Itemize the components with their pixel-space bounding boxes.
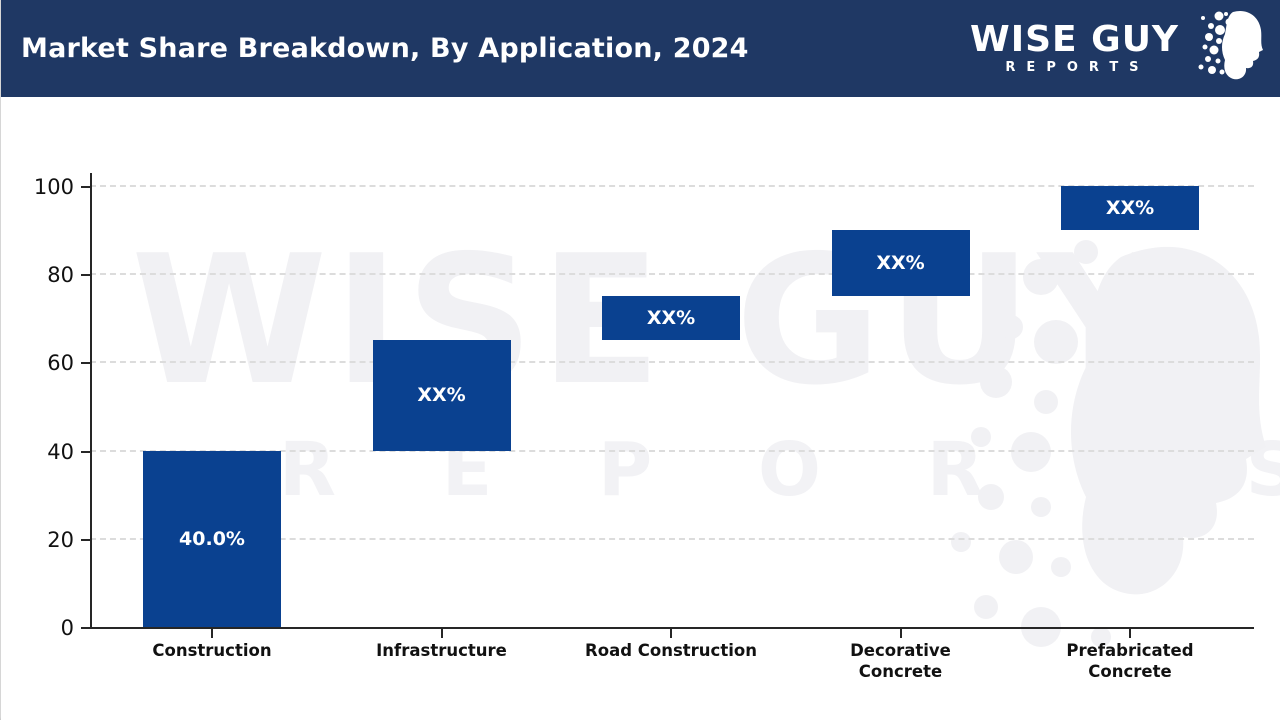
x-category-label: Infrastructure xyxy=(376,641,507,660)
bar-4 xyxy=(831,230,970,297)
bar-value-label: XX% xyxy=(417,384,466,407)
x-axis-line xyxy=(89,627,1254,629)
y-tick xyxy=(81,362,90,365)
y-tick xyxy=(81,450,90,453)
y-tick xyxy=(81,186,90,188)
x-tick xyxy=(1129,629,1131,638)
x-category-label: Decorative Concrete xyxy=(850,641,951,681)
y-tick-label: 60 xyxy=(47,351,74,376)
bar-value-label: XX% xyxy=(1105,197,1155,220)
gridline-20 xyxy=(90,537,1254,540)
gridline-40 xyxy=(90,449,1254,452)
y-tick-label: 100 xyxy=(33,175,74,199)
bar-value-label: 40.0% xyxy=(179,527,245,550)
report-header: Market Share Breakdown, By Application, … xyxy=(1,0,1280,97)
waterfall-chart: WISE GUY R E P O R T S 40.0% Construction… xyxy=(1,97,1280,720)
page-title: Market Share Breakdown, By Application, … xyxy=(21,33,749,64)
y-tick-label: 0 xyxy=(60,616,74,640)
x-tick xyxy=(899,629,902,638)
logo-wordmark: WISE GUY REPORTS xyxy=(969,19,1179,76)
logo-brand-name: WISE GUY xyxy=(969,19,1179,60)
x-category-label: Road Construction xyxy=(585,641,757,660)
y-tick-label: 20 xyxy=(47,527,74,552)
gridline-80 xyxy=(90,273,1254,276)
y-tick xyxy=(81,274,90,277)
y-tick-label: 80 xyxy=(47,263,74,288)
y-tick xyxy=(81,538,90,541)
y-axis-line xyxy=(90,173,92,629)
x-tick xyxy=(211,629,213,638)
bar-2 xyxy=(372,340,511,451)
x-category-label: Prefabricated Concrete xyxy=(1066,641,1194,681)
gridline-100 xyxy=(90,185,1254,187)
logo-brand-sub: REPORTS xyxy=(1005,60,1150,75)
bar-value-label: XX% xyxy=(876,252,925,275)
gridline-60 xyxy=(90,361,1254,364)
bar-5 xyxy=(1061,186,1199,231)
x-tick xyxy=(440,629,443,638)
x-tick xyxy=(670,629,672,638)
bar-3 xyxy=(602,296,740,341)
logo-head-icon xyxy=(1198,10,1263,79)
x-category-label: Construction xyxy=(152,641,272,660)
bar-value-label: XX% xyxy=(646,307,696,330)
y-tick xyxy=(81,627,90,629)
bar-1 xyxy=(143,450,281,627)
wise-guy-logo: WISE GUY REPORTS xyxy=(970,6,1267,92)
y-tick-label: 40 xyxy=(47,439,74,464)
